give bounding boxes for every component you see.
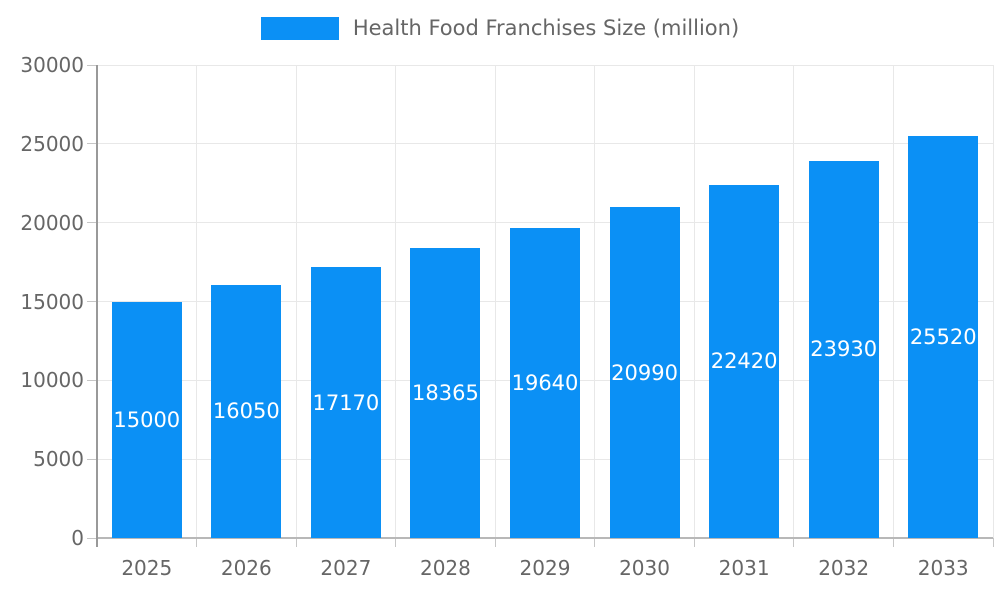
- y-tick-label: 20000: [20, 210, 84, 235]
- bar[interactable]: 22420: [709, 184, 780, 538]
- x-tick: [892, 538, 894, 547]
- y-tick-label: 10000: [20, 368, 84, 393]
- bar[interactable]: 25520: [908, 135, 979, 538]
- bar[interactable]: 15000: [111, 301, 182, 538]
- x-tick: [494, 538, 496, 547]
- y-tick: [87, 222, 97, 224]
- bar[interactable]: 19640: [510, 228, 580, 538]
- x-tick: [793, 538, 795, 547]
- y-gridline: [97, 64, 993, 66]
- x-tick-label: 2029: [519, 556, 571, 580]
- x-tick-label: 2030: [619, 556, 670, 580]
- bar-value-label: 19640: [511, 371, 579, 396]
- x-gridline: [992, 65, 994, 538]
- x-gridline: [793, 65, 795, 538]
- x-gridline: [494, 65, 496, 538]
- bar-value-label: 15000: [113, 407, 181, 432]
- x-gridline: [892, 65, 894, 538]
- x-tick-label: 2032: [818, 556, 870, 580]
- x-tick-label: 2026: [220, 556, 272, 580]
- y-tick: [87, 537, 97, 539]
- x-gridline: [594, 65, 596, 538]
- x-tick-label: 2027: [320, 556, 372, 580]
- x-tick: [196, 538, 198, 547]
- x-tick-label: 2025: [121, 556, 173, 580]
- bar-value-label: 22420: [710, 349, 778, 374]
- bar-value-label: 18365: [412, 381, 479, 406]
- x-gridline: [395, 65, 397, 538]
- x-tick-label: 2028: [419, 556, 471, 580]
- y-tick-label: 30000: [20, 53, 84, 77]
- y-tick-label: 25000: [20, 131, 84, 156]
- y-tick-label: 15000: [20, 289, 84, 314]
- y-tick: [87, 64, 97, 66]
- x-gridline: [295, 65, 297, 538]
- bar-value-label: 20990: [611, 360, 678, 385]
- x-tick-label: 2033: [917, 556, 969, 580]
- bar[interactable]: 20990: [609, 207, 680, 538]
- bar-value-label: 25520: [909, 324, 977, 349]
- bar[interactable]: 17170: [310, 267, 381, 538]
- bar-value-label: 23930: [810, 337, 878, 362]
- y-gridline: [97, 143, 993, 145]
- x-tick-label: 2031: [718, 556, 770, 580]
- x-tick: [693, 538, 695, 547]
- y-tick-label: 5000: [33, 447, 84, 472]
- y-tick: [87, 301, 97, 302]
- y-tick: [87, 143, 97, 145]
- y-tick: [87, 379, 97, 381]
- x-tick: [395, 538, 397, 547]
- chart-legend-item[interactable]: Health Food Franchises Size (million): [0, 16, 1000, 40]
- x-tick: [992, 538, 994, 547]
- x-gridline: [196, 65, 198, 538]
- y-tick-label: 0: [71, 526, 84, 550]
- y-tick: [87, 458, 97, 460]
- legend-swatch: [260, 16, 339, 40]
- bar-value-label: 17170: [312, 390, 380, 415]
- bar[interactable]: 23930: [808, 160, 879, 538]
- bar[interactable]: 16050: [211, 284, 282, 538]
- x-axis-line: [97, 537, 993, 539]
- legend-label: Health Food Franchises Size (million): [352, 16, 740, 40]
- x-gridline: [693, 65, 695, 538]
- x-tick: [594, 538, 596, 547]
- bar[interactable]: 18365: [410, 248, 481, 538]
- y-axis-line: [96, 65, 98, 547]
- bar-value-label: 16050: [212, 399, 280, 424]
- y-gridline: [97, 222, 993, 224]
- x-tick: [295, 538, 297, 547]
